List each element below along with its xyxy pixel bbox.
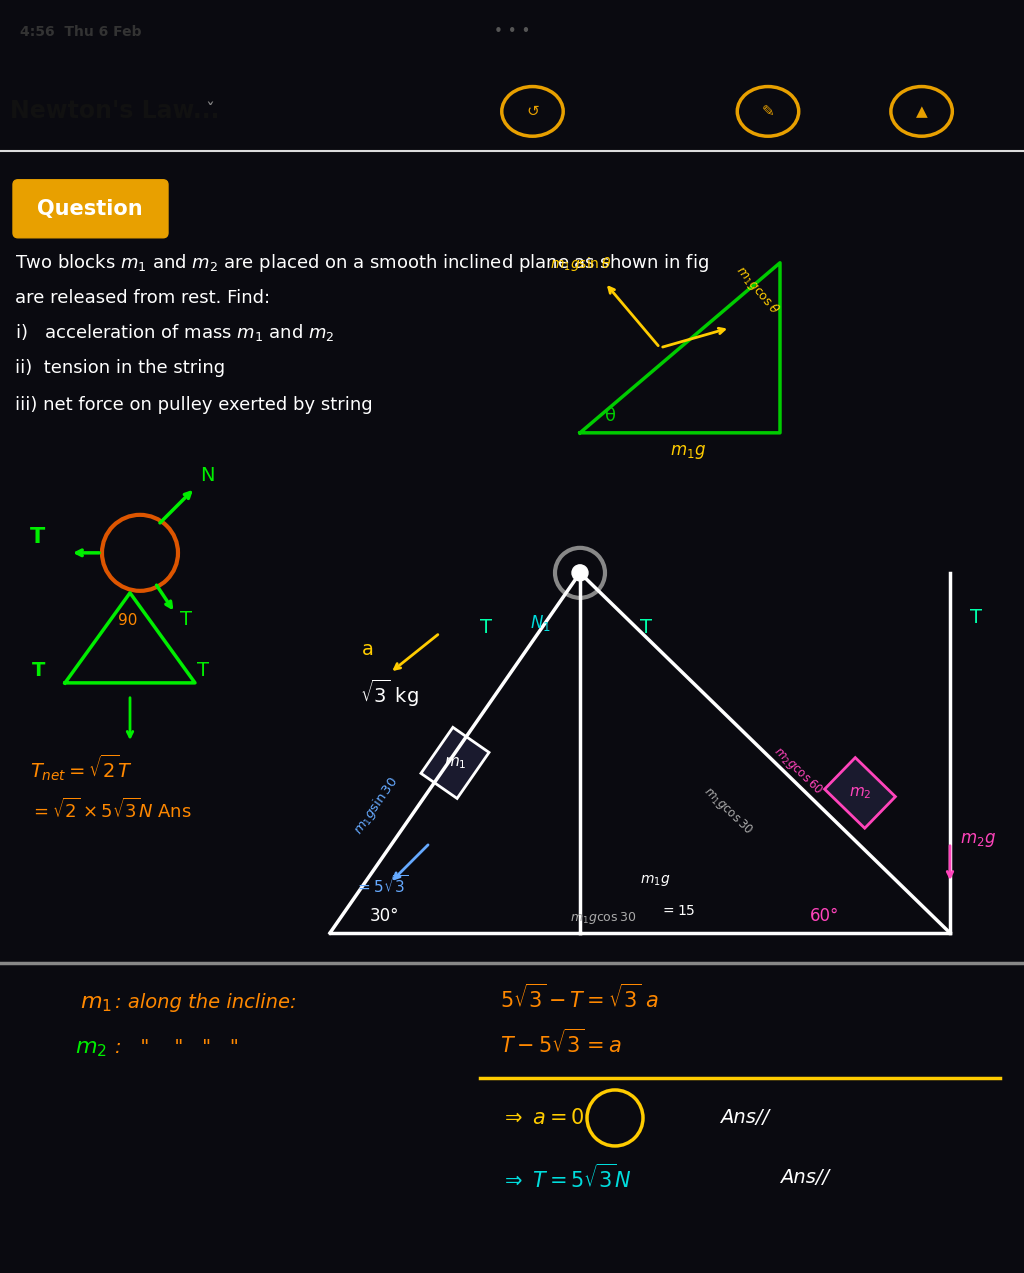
Text: Two blocks $m_1$ and $m_2$ are placed on a smooth inclined plane as shown in fig: Two blocks $m_1$ and $m_2$ are placed on… [15,252,709,274]
Text: : along the incline:: : along the incline: [115,993,297,1012]
Text: $T - 5\sqrt{3} = a$: $T - 5\sqrt{3} = a$ [500,1029,622,1057]
Text: $m_1$: $m_1$ [80,993,112,1013]
Text: :   "    "   "   ": : " " " " [115,1037,239,1057]
Text: T: T [197,661,209,680]
Text: 4:56  Thu 6 Feb: 4:56 Thu 6 Feb [20,24,142,38]
Text: ˇ: ˇ [205,102,214,121]
Text: a: a [362,640,374,659]
Text: $m_1g\cos30$: $m_1g\cos30$ [570,910,636,925]
Text: $= 15$: $= 15$ [660,904,695,918]
Text: $m_1g\cos30$: $m_1g\cos30$ [700,783,756,838]
Text: 30°: 30° [370,906,399,925]
Text: $m_1g\sinθ$: $m_1g\sinθ$ [550,255,611,272]
Text: $\Rightarrow$ $a=0$: $\Rightarrow$ $a=0$ [500,1108,585,1128]
Text: θ: θ [605,407,616,425]
Text: $T_{net} = \sqrt{2}T$: $T_{net} = \sqrt{2}T$ [30,752,133,783]
Text: i)   acceleration of mass $m_1$ and $m_2$: i) acceleration of mass $m_1$ and $m_2$ [15,322,335,344]
Text: ↺: ↺ [526,104,539,118]
Text: ▲: ▲ [915,104,928,118]
Text: T: T [180,610,193,629]
Text: ✎: ✎ [762,104,774,118]
Text: T: T [480,617,492,636]
Text: are released from rest. Find:: are released from rest. Find: [15,289,270,307]
Text: N: N [200,466,214,485]
Text: $m_1g\sin30$: $m_1g\sin30$ [350,774,402,838]
Text: T: T [970,608,982,626]
Text: $N_1$: $N_1$ [530,612,551,633]
Text: $\sqrt{3}$ kg: $\sqrt{3}$ kg [360,677,419,709]
Circle shape [572,565,588,580]
Bar [421,727,489,798]
Text: $m_1g\cosθ$: $m_1g\cosθ$ [732,262,782,318]
Text: $= \sqrt{2}\times5\sqrt{3}N$ Ans: $= \sqrt{2}\times5\sqrt{3}N$ Ans [30,798,191,822]
Text: $m_2g\cos60$: $m_2g\cos60$ [770,743,826,798]
Text: • • •: • • • [494,24,530,39]
Text: $5\sqrt{3}-T=\sqrt{3}\ a$: $5\sqrt{3}-T=\sqrt{3}\ a$ [500,984,659,1012]
Text: $\Rightarrow$ $T=5\sqrt{3}N$: $\Rightarrow$ $T=5\sqrt{3}N$ [500,1164,632,1192]
Text: $m_2$: $m_2$ [75,1039,106,1059]
Text: $m_2$: $m_2$ [849,785,871,801]
Text: 60°: 60° [810,906,840,925]
Text: $m_1g$: $m_1g$ [670,443,706,461]
Text: $m_1g$: $m_1g$ [640,873,671,887]
Text: iii) net force on pulley exerted by string: iii) net force on pulley exerted by stri… [15,396,373,414]
Text: ii)  tension in the string: ii) tension in the string [15,359,225,377]
Text: 90: 90 [118,612,137,628]
Text: Newton's Law...: Newton's Law... [10,99,220,123]
Text: Question: Question [37,199,142,219]
Text: T: T [30,527,45,547]
Text: Ans//: Ans// [720,1109,769,1128]
Text: T: T [32,661,45,680]
Text: $= 5\sqrt{3}$: $= 5\sqrt{3}$ [355,875,409,896]
FancyBboxPatch shape [13,179,168,238]
Bar [824,757,895,829]
Text: Ans//: Ans// [780,1169,829,1188]
Text: $m_2g$: $m_2g$ [961,831,996,849]
Text: T: T [640,617,652,636]
Text: $m_1$: $m_1$ [443,755,466,770]
